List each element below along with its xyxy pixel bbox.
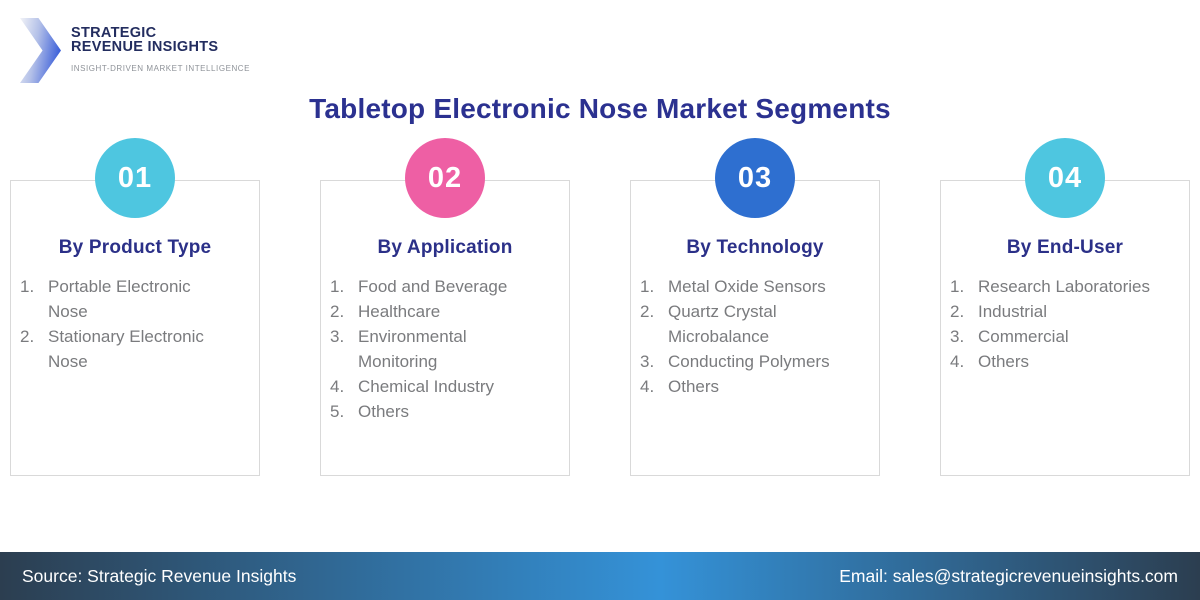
segment-list-item: 2. Industrial	[950, 299, 1189, 324]
segment-list-item: 2. Quartz Crystal Microbalance	[640, 299, 879, 349]
list-item-text: Others	[358, 402, 410, 421]
list-item-number: 3.	[330, 327, 345, 346]
list-item-text: Quartz Crystal Microbalance	[668, 302, 777, 346]
segment-list-item: 4. Chemical Industry	[330, 374, 569, 399]
segment-number-badge: 02	[405, 138, 485, 218]
list-item-number: 1.	[950, 277, 965, 296]
list-item-text: Others	[978, 352, 1030, 371]
list-item-text: Others	[668, 377, 720, 396]
segment-list-item: 4. Others	[640, 374, 879, 399]
footer-bar: Source: Strategic Revenue Insights Email…	[0, 552, 1200, 600]
list-item-number: 1.	[330, 277, 345, 296]
list-item-number: 2.	[330, 302, 345, 321]
segment-number-badge: 03	[715, 138, 795, 218]
segment-list: 1. Food and Beverage 2. Healthcare 3. Environ…	[321, 274, 569, 424]
segment-heading: By Application	[377, 237, 513, 258]
segment-list: 1. Research Laboratories 2. Industrial 3. Com…	[941, 274, 1189, 374]
list-item-number: 2.	[950, 302, 965, 321]
list-item-text: Food and Beverage	[358, 277, 508, 296]
list-item-text: Healthcare	[358, 302, 441, 321]
segment-list-item: 3. Conducting Polymers	[640, 349, 879, 374]
list-item-text: Stationary Electronic Nose	[48, 327, 204, 371]
list-item-text: Conducting Polymers	[668, 352, 830, 371]
segment-list-item: 4. Others	[950, 349, 1189, 374]
footer-email: Email: sales@strategicrevenueinsights.co…	[839, 565, 1178, 586]
brand-text: STRATEGIC REVENUE INSIGHTS INSIGHT-DRIVE…	[71, 18, 250, 73]
segment-list-item: 2. Stationary Electronic Nose	[20, 324, 259, 374]
list-item-number: 1.	[20, 277, 35, 296]
segment-column-application: 02 By Application 1. Food and Beverage 2. H…	[320, 138, 570, 476]
list-item-number: 2.	[20, 327, 35, 346]
segment-list-item: 3. Commercial	[950, 324, 1189, 349]
segment-card: By Product Type 1. Portable Electronic No…	[10, 180, 260, 476]
segment-number-badge: 04	[1025, 138, 1105, 218]
brand-name-line1: STRATEGIC	[71, 25, 157, 41]
segment-column-technology: 03 By Technology 1. Metal Oxide Sensors 2.…	[630, 138, 880, 476]
segment-list: 1. Portable Electronic Nose 2. Stationary E…	[11, 274, 259, 374]
list-item-text: Metal Oxide Sensors	[668, 277, 826, 296]
segment-card: By End-User 1. Research Laboratories 2. Ind…	[940, 180, 1190, 476]
segment-heading: By Technology	[686, 237, 824, 258]
segment-number-badge: 01	[95, 138, 175, 218]
segment-list-item: 1. Research Laboratories	[950, 274, 1189, 299]
chevron-right-arrow-icon	[20, 18, 61, 83]
segment-list-item: 3. Environmental Monitoring	[330, 324, 569, 374]
list-item-number: 3.	[950, 327, 965, 346]
list-item-text: Industrial	[978, 302, 1047, 321]
segment-column-end-user: 04 By End-User 1. Research Laboratories 2.…	[940, 138, 1190, 476]
segments-row: 01 By Product Type 1. Portable Electronic…	[0, 138, 1200, 476]
segment-card: By Application 1. Food and Beverage 2. Heal…	[320, 180, 570, 476]
segment-column-product-type: 01 By Product Type 1. Portable Electronic…	[10, 138, 260, 476]
list-item-text: Chemical Industry	[358, 377, 495, 396]
list-item-text: Environmental Monitoring	[358, 327, 467, 371]
list-item-text: Commercial	[978, 327, 1069, 346]
segment-card: By Technology 1. Metal Oxide Sensors 2. Qua…	[630, 180, 880, 476]
list-item-number: 2.	[640, 302, 655, 321]
list-item-number: 1.	[640, 277, 655, 296]
list-item-text: Research Laboratories	[978, 277, 1150, 296]
segment-heading: By Product Type	[58, 237, 212, 258]
page-title: Tabletop Electronic Nose Market Segments	[309, 93, 891, 124]
segment-list-item: 5. Others	[330, 399, 569, 424]
segment-list-item: 2. Healthcare	[330, 299, 569, 324]
segment-list: 1. Metal Oxide Sensors 2. Quartz Crystal Mi…	[631, 274, 879, 399]
brand-tagline: INSIGHT-DRIVEN MARKET INTELLIGENCE	[71, 64, 251, 73]
list-item-number: 4.	[950, 352, 965, 371]
segment-heading: By End-User	[1006, 237, 1124, 258]
list-item-number: 4.	[640, 377, 655, 396]
list-item-number: 4.	[330, 377, 345, 396]
segment-list-item: 1. Metal Oxide Sensors	[640, 274, 879, 299]
segment-list-item: 1. Portable Electronic Nose	[20, 274, 259, 324]
list-item-number: 3.	[640, 352, 655, 371]
list-item-number: 5.	[330, 402, 345, 421]
brand-logo: STRATEGIC REVENUE INSIGHTS INSIGHT-DRIVE…	[20, 18, 250, 83]
segment-list-item: 1. Food and Beverage	[330, 274, 569, 299]
footer-source: Source: Strategic Revenue Insights	[22, 565, 297, 586]
brand-name-line2: REVENUE INSIGHTS	[71, 38, 219, 55]
list-item-text: Portable Electronic Nose	[48, 277, 191, 321]
